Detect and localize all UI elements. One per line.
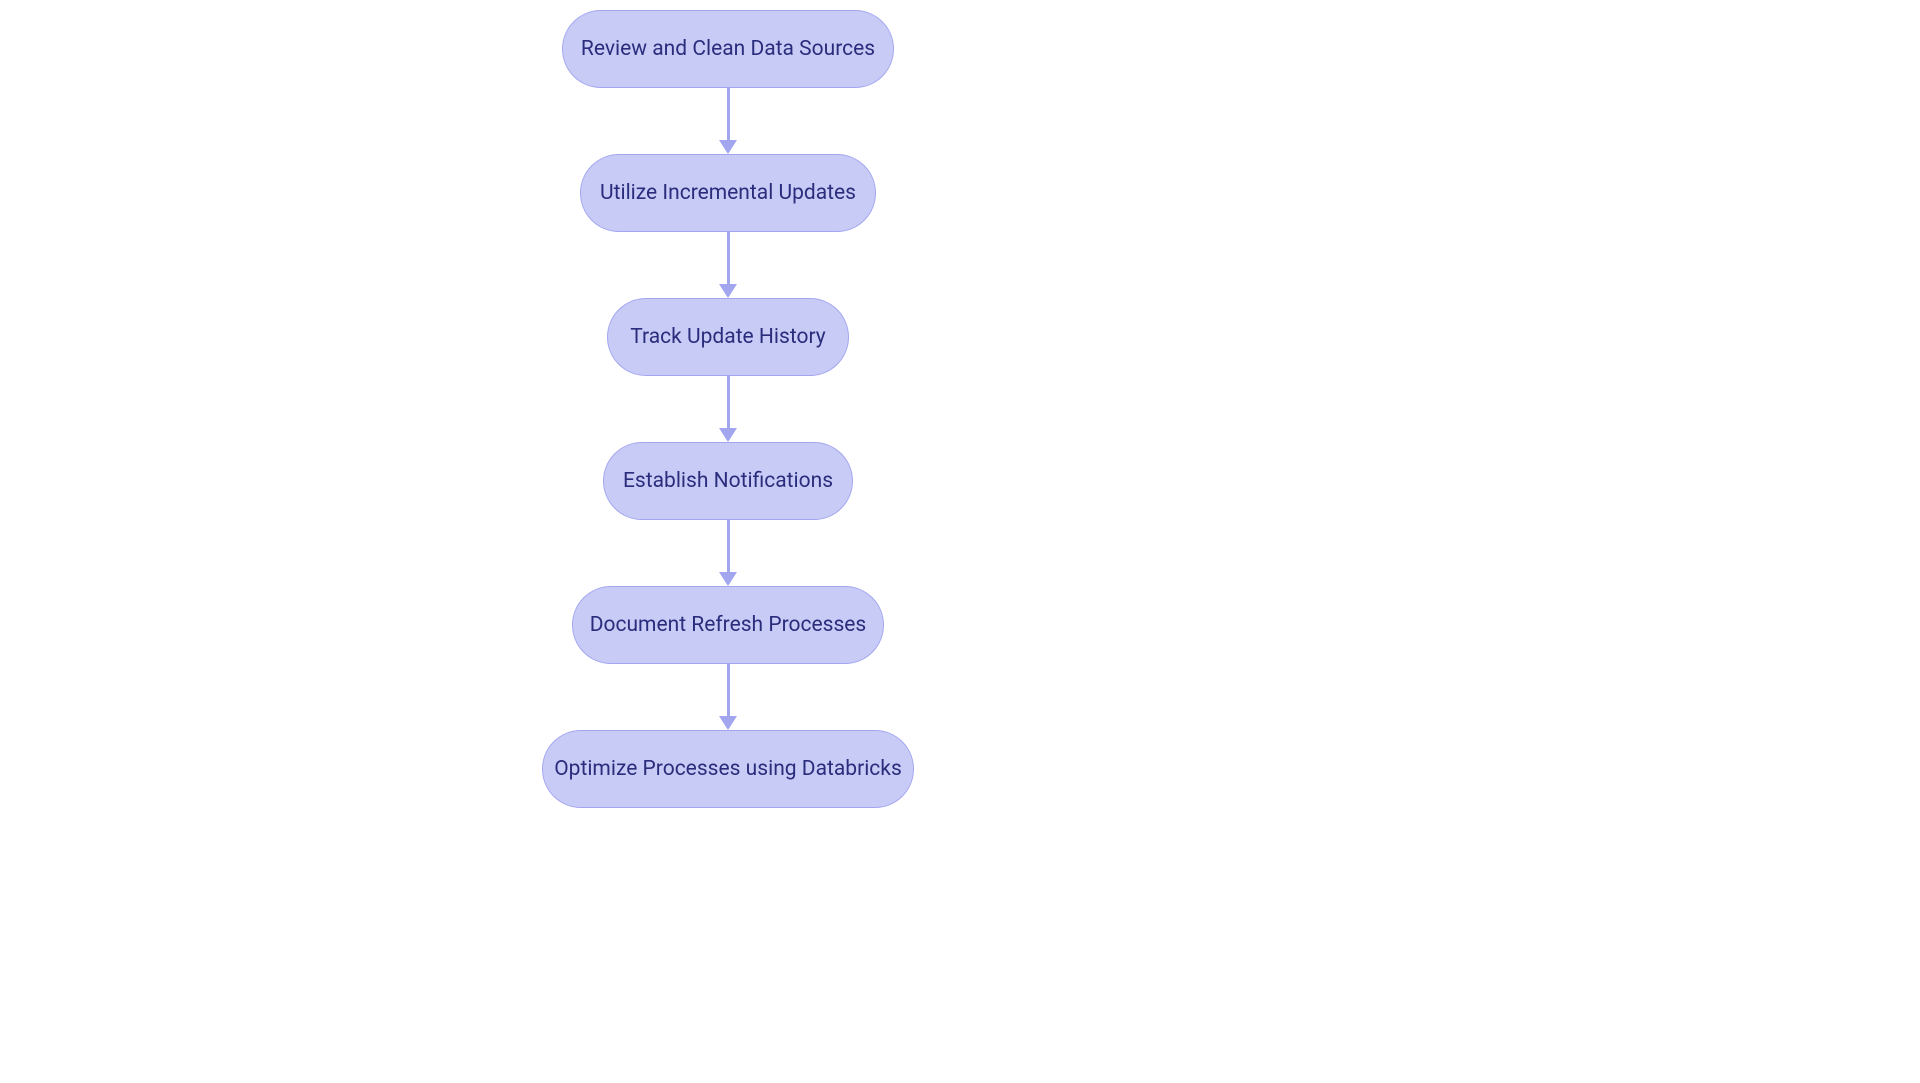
flow-arrow [719,664,737,730]
flow-node-optimize-databricks: Optimize Processes using Databricks [542,730,914,808]
flow-node-document-refresh: Document Refresh Processes [572,586,884,664]
flow-arrow [719,520,737,586]
flow-node-track-history: Track Update History [607,298,849,376]
flow-arrow [719,88,737,154]
flow-node-notifications: Establish Notifications [603,442,853,520]
flow-node-incremental-updates: Utilize Incremental Updates [580,154,876,232]
flow-node-label: Optimize Processes using Databricks [554,757,902,781]
flow-node-review-clean: Review and Clean Data Sources [562,10,894,88]
flow-arrow [719,376,737,442]
flow-node-label: Utilize Incremental Updates [600,181,856,205]
flow-node-label: Document Refresh Processes [590,613,867,637]
flow-node-label: Track Update History [630,325,825,349]
flow-arrow [719,232,737,298]
flowchart-canvas: Review and Clean Data Sources Utilize In… [0,0,1920,1083]
flow-node-label: Review and Clean Data Sources [581,37,875,61]
flow-node-label: Establish Notifications [623,469,833,493]
